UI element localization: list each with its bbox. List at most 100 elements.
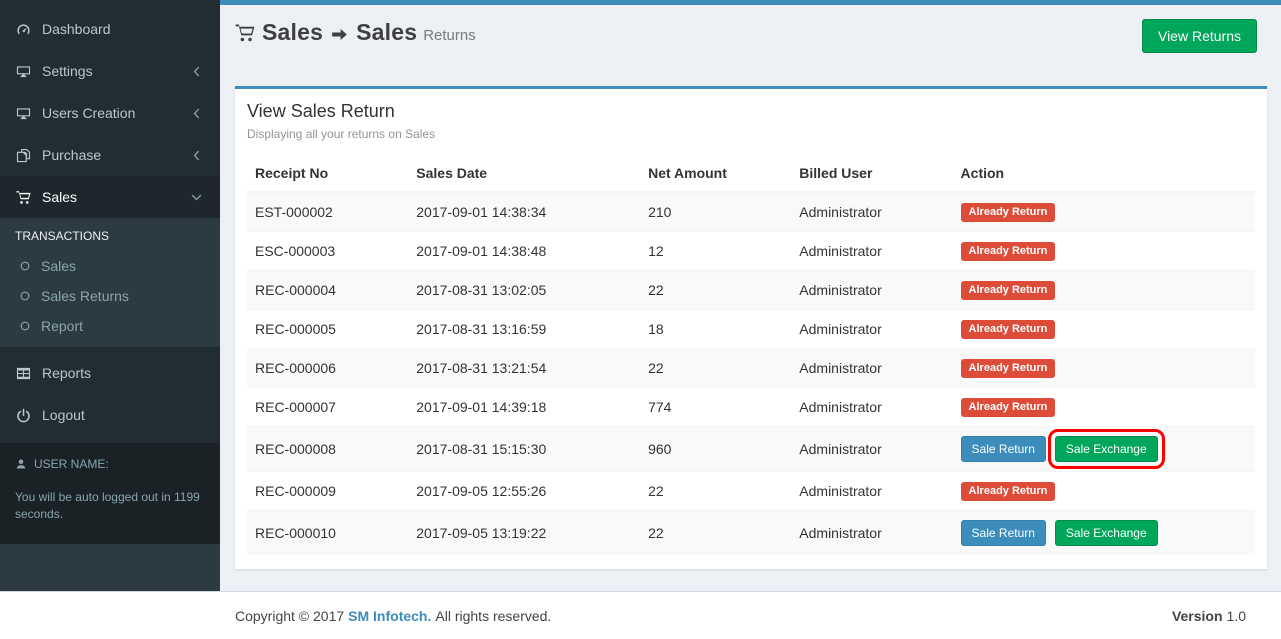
column-header-sales-date: Sales Date: [408, 155, 641, 193]
brand-link[interactable]: SM Infotech.: [348, 607, 432, 624]
sidebar-item-sales[interactable]: Sales: [0, 176, 220, 218]
net-amount-cell: 22: [640, 270, 792, 310]
sidebar-item-reports[interactable]: Reports: [0, 352, 220, 394]
action-cell: Already Return: [952, 191, 1255, 232]
sidebar-menu-bottom: Reports Logout: [0, 347, 220, 436]
arrow-right-icon: [332, 28, 347, 40]
column-header-receipt-no: Receipt No: [247, 155, 409, 193]
table-header-row: Receipt No Sales Date Net Amount Billed Use…: [247, 155, 1255, 193]
table-row: EST-000002 2017-09-01 14:38:34 210 Administ…: [247, 191, 1255, 232]
billed-user-cell: Administrator: [791, 510, 953, 555]
chevron-down-icon: [188, 194, 205, 201]
circle-icon: [20, 321, 31, 331]
sales-returns-table: Receipt No Sales Date Net Amount Billed Use…: [247, 155, 1255, 555]
net-amount-cell: 210: [640, 191, 792, 232]
receipt-cell: REC-000008: [247, 426, 409, 472]
column-header-net-amount: Net Amount: [640, 155, 792, 193]
copyright-prefix: Copyright © 2017: [235, 607, 345, 624]
action-cell: Already Return: [952, 309, 1255, 349]
receipt-cell: EST-000002: [247, 191, 409, 232]
monitor-icon: [15, 106, 32, 121]
sidebar-item-purchase[interactable]: Purchase: [0, 134, 220, 176]
sidebar-item-label: Dashboard: [42, 21, 111, 37]
page-title: Sales Sales Returns: [235, 19, 1266, 46]
sales-date-cell: 2017-09-05 13:19:22: [408, 510, 641, 555]
version-value: 1.0: [1226, 607, 1246, 624]
action-cell: Already Return: [952, 270, 1255, 310]
billed-user-cell: Administrator: [791, 348, 953, 388]
already-return-badge: Already Return: [960, 320, 1056, 339]
power-icon: [15, 408, 32, 423]
sidebar-submenu: TRANSACTIONS Sales Sales Returns Report: [0, 218, 220, 347]
sidebar-item-dashboard[interactable]: Dashboard: [0, 8, 220, 50]
already-return-badge: Already Return: [960, 482, 1056, 501]
sidebar-item-users-creation[interactable]: Users Creation: [0, 92, 220, 134]
already-return-badge: Already Return: [960, 398, 1056, 417]
version-label: Version: [1171, 607, 1223, 624]
table-row: REC-000009 2017-09-05 12:55:26 22 Administr…: [247, 471, 1255, 511]
sidebar-item-logout[interactable]: Logout: [0, 394, 220, 436]
user-name-label: USER NAME:: [15, 457, 205, 471]
submenu-item-report[interactable]: Report: [0, 311, 220, 341]
net-amount-cell: 18: [640, 309, 792, 349]
net-amount-cell: 12: [640, 231, 792, 271]
version: Version 1.0: [1172, 608, 1246, 624]
net-amount-cell: 774: [640, 387, 792, 427]
billed-user-cell: Administrator: [791, 191, 953, 232]
sales-return-panel: View Sales Return Displaying all your re…: [235, 86, 1267, 569]
net-amount-cell: 22: [640, 510, 792, 555]
submenu-item-sales-returns[interactable]: Sales Returns: [0, 281, 220, 311]
page-footer: Copyright © 2017 SM Infotech. All rights r…: [0, 591, 1281, 639]
top-accent-bar: [220, 0, 1281, 5]
sales-date-cell: 2017-09-01 14:38:34: [408, 191, 641, 232]
content-area: Sales Sales Returns View Returns View Sa…: [220, 0, 1281, 591]
breadcrumb-sales: Sales: [262, 19, 324, 45]
billed-user-cell: Administrator: [791, 471, 953, 511]
sidebar-user-block: USER NAME: You will be auto logged out i…: [0, 443, 220, 544]
sidebar-item-label: Settings: [42, 63, 93, 79]
sidebar-submenu-items: Sales Sales Returns Report: [0, 251, 220, 341]
page-title-returns: Returns: [423, 27, 476, 44]
sales-date-cell: 2017-08-31 13:02:05: [408, 270, 641, 310]
receipt-cell: REC-000007: [247, 387, 409, 427]
sale-exchange-button-highlighted[interactable]: Sale Exchange: [1047, 429, 1165, 469]
submenu-item-sales[interactable]: Sales: [0, 251, 220, 281]
net-amount-cell: 22: [640, 471, 792, 511]
table-row: REC-000007 2017-09-01 14:39:18 774 Administ…: [247, 387, 1255, 427]
sales-date-cell: 2017-08-31 15:15:30: [408, 426, 641, 472]
sale-exchange-button[interactable]: Sale Exchange: [1054, 520, 1158, 546]
panel-title: View Sales Return: [247, 101, 395, 121]
copyright-suffix: All rights reserved.: [435, 607, 552, 624]
circle-icon: [20, 291, 31, 301]
receipt-cell: REC-000004: [247, 270, 409, 310]
already-return-badge: Already Return: [960, 242, 1056, 261]
view-returns-button[interactable]: View Returns: [1141, 19, 1257, 53]
receipt-cell: REC-000010: [247, 510, 409, 555]
billed-user-cell: Administrator: [791, 270, 953, 310]
sidebar-bottom-strip: [0, 543, 220, 591]
circle-icon: [20, 261, 31, 271]
chevron-left-icon: [188, 66, 205, 77]
sidebar-item-label: Logout: [42, 407, 85, 423]
action-cell: Already Return: [952, 387, 1255, 427]
panel-subtitle: Displaying all your returns on Sales: [247, 127, 436, 141]
table-body: EST-000002 2017-09-01 14:38:34 210 Administ…: [247, 191, 1255, 555]
receipt-cell: REC-000009: [247, 471, 409, 511]
receipt-cell: ESC-000003: [247, 231, 409, 271]
action-cell: Already Return: [952, 471, 1255, 511]
table-row: REC-000004 2017-08-31 13:02:05 22 Administr…: [247, 270, 1255, 310]
action-cell: Already Return: [952, 348, 1255, 388]
table-row: REC-000005 2017-08-31 13:16:59 18 Administr…: [247, 309, 1255, 349]
sales-date-cell: 2017-09-01 14:38:48: [408, 231, 641, 271]
sales-date-cell: 2017-09-01 14:39:18: [408, 387, 641, 427]
billed-user-cell: Administrator: [791, 309, 953, 349]
sidebar-item-settings[interactable]: Settings: [0, 50, 220, 92]
content-header: Sales Sales Returns View Returns: [220, 5, 1281, 53]
action-cell: Sale Return Sale Exchange: [952, 426, 1255, 472]
sales-date-cell: 2017-08-31 13:21:54: [408, 348, 641, 388]
user-name-text: USER NAME:: [34, 457, 109, 471]
sale-return-button[interactable]: Sale Return: [960, 520, 1046, 546]
sale-return-button[interactable]: Sale Return: [960, 436, 1046, 462]
table-row: REC-000006 2017-08-31 13:21:54 22 Administr…: [247, 348, 1255, 388]
column-header-action: Action: [952, 155, 1255, 193]
